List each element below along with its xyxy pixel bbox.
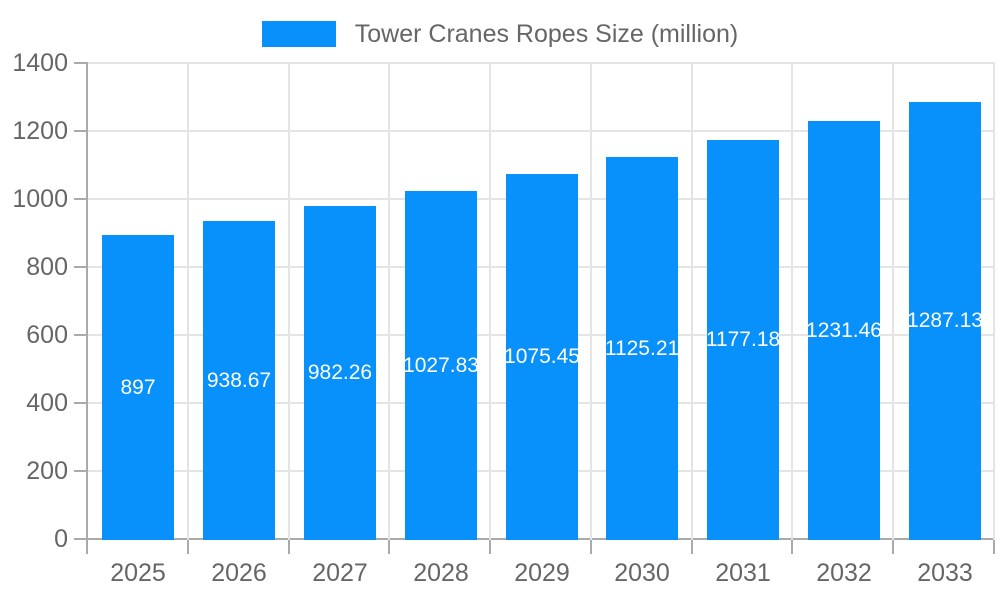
bar-2030[interactable]: 1125.21	[606, 157, 678, 540]
y-axis-tick	[74, 334, 88, 336]
y-axis-tick-label: 1000	[12, 185, 68, 213]
gridline-horizontal	[88, 130, 995, 132]
x-axis-tick-label: 2030	[614, 559, 670, 587]
bar-value-label: 982.26	[307, 361, 373, 384]
x-axis-tick-label: 2032	[816, 559, 872, 587]
gridline-horizontal	[88, 62, 995, 64]
y-axis-tick-label: 1400	[12, 49, 68, 77]
x-axis-tick	[690, 540, 693, 554]
y-axis-tick-label: 600	[26, 321, 68, 349]
x-axis-tick	[993, 540, 995, 554]
bar-value-label: 938.67	[206, 368, 272, 392]
bar-value-label: 1231.46	[808, 318, 880, 342]
gridline-vertical	[489, 64, 492, 540]
gridline-vertical	[892, 64, 895, 540]
bar-value-label: 897	[120, 375, 156, 399]
y-axis-tick	[74, 470, 88, 472]
gridline-vertical	[791, 64, 794, 540]
x-axis-tick	[186, 540, 189, 554]
y-axis-tick-label: 0	[54, 525, 68, 553]
y-axis-tick	[74, 62, 88, 64]
y-axis-tick	[74, 130, 88, 132]
chart-legend: Tower Cranes Ropes Size (million)	[0, 20, 1000, 48]
legend-marker-icon	[261, 21, 336, 47]
bar-value-label: 1075.45	[506, 345, 578, 368]
x-axis-tick-label: 2031	[715, 559, 771, 587]
bar-2026[interactable]: 938.67	[203, 221, 275, 540]
x-axis-tick-label: 2027	[312, 559, 368, 587]
x-axis-tick-label: 2028	[413, 559, 469, 587]
y-axis-tick-label: 1200	[12, 117, 68, 145]
bar-2028[interactable]: 1027.83	[405, 191, 477, 540]
y-axis-tick-label: 200	[26, 457, 68, 485]
bar-value-label: 1287.13	[909, 309, 981, 332]
x-axis-tick-label: 2026	[211, 559, 267, 587]
gridline-vertical	[589, 64, 592, 540]
bar-2033[interactable]: 1287.13	[909, 102, 981, 540]
bar-2031[interactable]: 1177.18	[707, 140, 779, 540]
bar-value-label: 1177.18	[707, 328, 779, 351]
y-axis-line	[86, 64, 88, 540]
bar-2025[interactable]: 897	[102, 235, 174, 540]
gridline-vertical	[186, 64, 189, 540]
gridline-vertical	[388, 64, 391, 540]
bar-2032[interactable]: 1231.46	[808, 121, 880, 540]
x-axis-tick	[86, 540, 88, 554]
y-axis-tick-label: 400	[26, 389, 68, 417]
y-axis-tick-label: 800	[26, 253, 68, 281]
y-axis-tick	[74, 266, 88, 268]
x-axis-tick	[388, 540, 391, 554]
legend-label: Tower Cranes Ropes Size (million)	[354, 20, 739, 48]
bar-2029[interactable]: 1075.45	[506, 174, 578, 540]
x-axis-tick	[589, 540, 592, 554]
y-axis-tick	[74, 538, 88, 540]
x-axis-tick	[791, 540, 794, 554]
x-axis-tick-label: 2025	[110, 559, 166, 587]
y-axis-tick	[74, 402, 88, 404]
gridline-vertical	[690, 64, 693, 540]
x-axis-tick	[287, 540, 290, 554]
legend-item-series[interactable]: Tower Cranes Ropes Size (million)	[261, 20, 739, 48]
bar-value-label: 1125.21	[606, 336, 678, 360]
gridline-vertical	[993, 64, 995, 540]
x-axis-tick	[489, 540, 492, 554]
x-axis-tick-label: 2029	[514, 559, 570, 587]
bar-2027[interactable]: 982.26	[304, 206, 376, 540]
x-axis-tick	[892, 540, 895, 554]
gridline-vertical	[287, 64, 290, 540]
bar-value-label: 1027.83	[405, 353, 477, 377]
x-axis-tick-label: 2033	[917, 559, 973, 587]
y-axis-tick	[74, 198, 88, 200]
